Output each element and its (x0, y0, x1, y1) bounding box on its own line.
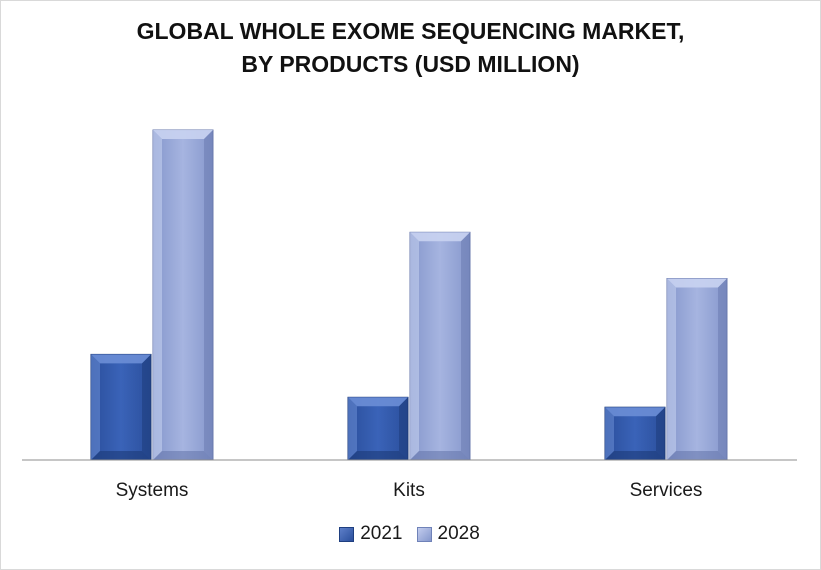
bar-services-2028 (666, 278, 728, 461)
bars-group (90, 129, 728, 461)
category-label-systems: Systems (116, 480, 189, 501)
legend-swatch-2021 (339, 526, 355, 542)
bar-kits-2028 (409, 231, 471, 461)
chart-title-line-1: GLOBAL WHOLE EXOME SEQUENCING MARKET, (136, 18, 685, 44)
chart-title-line-2: BY PRODUCTS (USD MILLION) (241, 51, 580, 77)
bar-systems-2021 (90, 353, 152, 461)
legend-item-2021: 2021 (339, 523, 403, 545)
legend-item-2028: 2028 (416, 523, 480, 545)
legend-label-2021: 2021 (360, 523, 403, 544)
legend-label-2028: 2028 (437, 523, 480, 544)
category-label-kits: Kits (393, 480, 425, 501)
legend: 2021 2028 (0, 523, 819, 545)
bar-services-2021 (604, 406, 666, 461)
chart-title: GLOBAL WHOLE EXOME SEQUENCING MARKET, BY… (1, 15, 820, 81)
legend-swatch-2028 (416, 526, 432, 542)
bar-systems-2028 (152, 129, 214, 461)
category-label-services: Services (630, 480, 703, 501)
category-labels: Systems Kits Services (116, 480, 703, 501)
bar-kits-2021 (347, 396, 409, 461)
